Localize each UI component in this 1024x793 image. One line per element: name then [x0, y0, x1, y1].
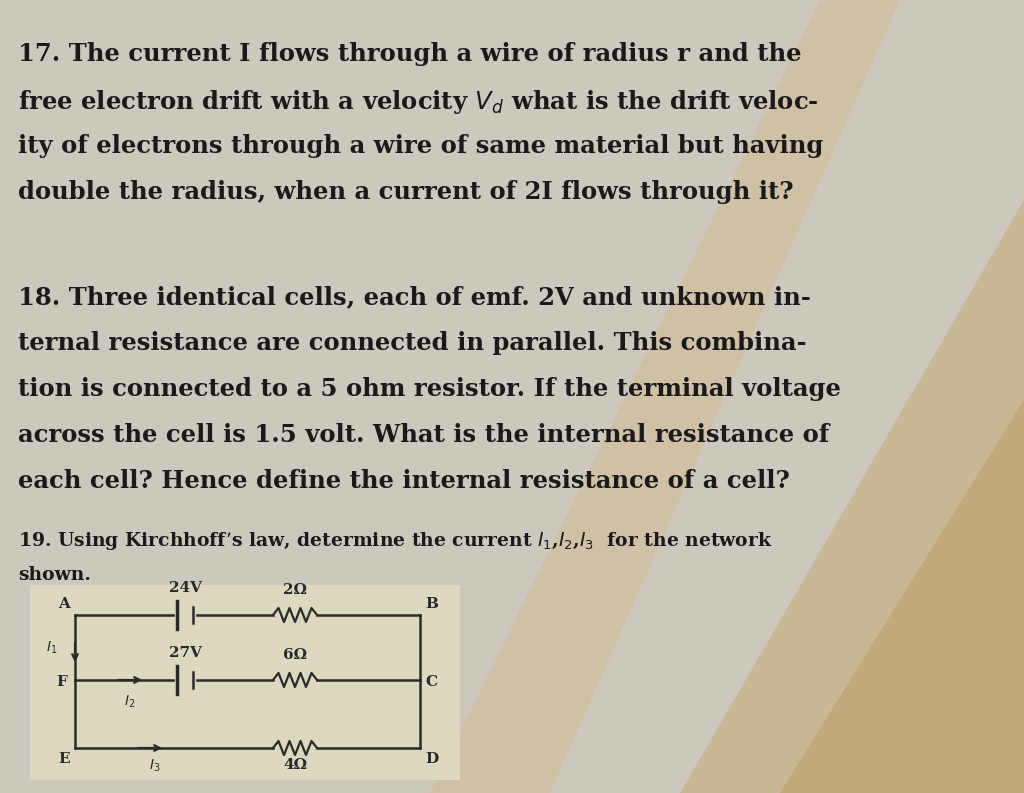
Polygon shape	[600, 400, 1024, 793]
Text: E: E	[58, 752, 70, 766]
Text: shown.: shown.	[18, 566, 91, 584]
Text: $I_1$: $I_1$	[46, 639, 57, 656]
Text: tion is connected to a 5 ohm resistor. If the terminal voltage: tion is connected to a 5 ohm resistor. I…	[18, 377, 841, 401]
Text: $I_3$: $I_3$	[150, 758, 161, 775]
Text: across the cell is 1.5 volt. What is the internal resistance of: across the cell is 1.5 volt. What is the…	[18, 423, 829, 447]
Text: D: D	[425, 752, 438, 766]
Text: 17. The current I flows through a wire of radius r and the: 17. The current I flows through a wire o…	[18, 42, 802, 66]
Text: $I_2$: $I_2$	[124, 694, 135, 711]
Text: A: A	[58, 597, 70, 611]
FancyBboxPatch shape	[30, 585, 460, 780]
Text: F: F	[56, 675, 67, 689]
Text: double the radius, when a current of 2I flows through it?: double the radius, when a current of 2I …	[18, 180, 794, 204]
Text: 18. Three identical cells, each of emf. 2V and unknown in-: 18. Three identical cells, each of emf. …	[18, 285, 811, 309]
Text: ternal resistance are connected in parallel. This combina-: ternal resistance are connected in paral…	[18, 331, 807, 355]
Polygon shape	[480, 200, 1024, 793]
Text: C: C	[425, 675, 437, 689]
Text: 27V: 27V	[169, 646, 202, 660]
Text: B: B	[425, 597, 438, 611]
Text: each cell? Hence define the internal resistance of a cell?: each cell? Hence define the internal res…	[18, 469, 790, 493]
Text: 4Ω: 4Ω	[283, 758, 307, 772]
Text: ity of electrons through a wire of same material but having: ity of electrons through a wire of same …	[18, 134, 823, 158]
Text: 6Ω: 6Ω	[283, 648, 307, 662]
Text: 19. Using Kirchhoff’s law, determine the current $I_1$,$I_2$,$I_3$  for the netw: 19. Using Kirchhoff’s law, determine the…	[18, 530, 773, 552]
Polygon shape	[430, 0, 900, 793]
Text: free electron drift with a velocity $V_d$ what is the drift veloc-: free electron drift with a velocity $V_d…	[18, 88, 818, 116]
Text: 2Ω: 2Ω	[283, 583, 307, 597]
Text: 24V: 24V	[169, 581, 202, 595]
